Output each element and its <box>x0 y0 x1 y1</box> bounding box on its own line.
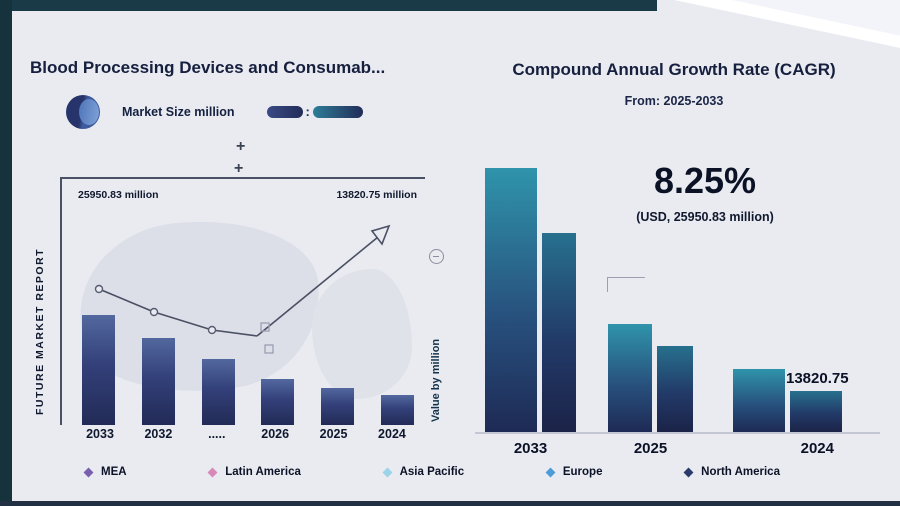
cagr-bar-2033-series-1 <box>485 168 537 432</box>
cagr-bar-2033-series-2 <box>542 233 576 432</box>
plus-decoration-icon: + <box>234 160 244 177</box>
cagr-chart <box>475 160 880 434</box>
left-bar-..... <box>201 359 235 425</box>
market-size-legend: Market Size million : <box>66 95 363 129</box>
cagr-basis-value: (USD, 25950.83 million) <box>636 210 774 224</box>
cagr-xlabel-2033: 2033 <box>513 440 548 457</box>
left-xlabel-2032: 2032 <box>144 427 173 441</box>
legend-item-asia-pacific: Asia Pacific <box>382 466 465 478</box>
legend-diamond-icon <box>207 467 218 477</box>
future-market-report-label: FUTURE MARKET REPORT <box>34 247 46 415</box>
background-blob <box>312 269 412 399</box>
left-chart-title: Blood Processing Devices and Consumab... <box>30 58 386 77</box>
left-xlabel-2025: 2025 <box>319 427 348 441</box>
cagr-period-subtitle: From: 2025-2033 <box>624 94 724 108</box>
legend-item-latin-america: Latin America <box>207 466 301 478</box>
legend-diamond-icon <box>83 467 94 477</box>
cagr-bar-2025-series-2 <box>657 346 693 432</box>
left-bar-2033 <box>82 315 115 425</box>
left-bar-2032 <box>141 338 175 425</box>
cagr-percent-value: 8.25% <box>653 160 757 201</box>
left-xlabel-.....: ..... <box>208 427 226 441</box>
region-legend: MEA Latin America Asia Pacific Europe North … <box>83 466 780 478</box>
left-bar-2025 <box>321 388 355 425</box>
legend-diamond-icon <box>382 467 393 477</box>
left-xlabel-2026: 2026 <box>261 427 290 441</box>
cagr-bar-group-2024 <box>733 369 842 432</box>
decor-colon: : <box>305 104 310 119</box>
legend-item-mea: MEA <box>83 466 127 478</box>
left-bar-2026 <box>261 379 295 425</box>
cagr-bar-group-2025 <box>608 324 693 432</box>
legend-item-europe: Europe <box>545 466 603 478</box>
left-xlabel-2024: 2024 <box>378 427 406 441</box>
end-value-annotation: 13820.75 million <box>336 189 417 201</box>
legend-label: MEA <box>101 466 127 478</box>
left-xlabel-2033: 2033 <box>86 427 114 441</box>
legend-label: North America <box>701 466 780 478</box>
value-callout-2024: 13820.75 <box>786 370 849 387</box>
market-size-x-axis: 2033 2032..... 2026 2025 2024 <box>80 427 412 441</box>
cagr-xlabel-2024: 2024 <box>800 440 834 457</box>
top-border-strip <box>12 0 657 11</box>
legend-diamond-icon <box>683 467 694 477</box>
cagr-bar-group-2033 <box>485 168 576 432</box>
minus-circle-icon <box>429 249 444 264</box>
cagr-bars <box>475 160 880 432</box>
legend-diamond-icon <box>545 467 556 477</box>
legend-item-north-america: North America <box>683 466 780 478</box>
cagr-bar-2024-series-2 <box>790 391 842 432</box>
bottom-border-strip <box>0 501 900 506</box>
step-decoration <box>607 277 645 292</box>
left-border-strip <box>0 0 12 506</box>
market-size-bars <box>82 179 414 425</box>
cagr-xlabel-2025: 2025 <box>633 440 668 457</box>
cagr-x-axis: 2033 2025 2024 <box>475 440 880 460</box>
plus-decoration-icon: + <box>236 138 246 155</box>
left-bar-2024 <box>380 395 414 425</box>
trend-arrow-line <box>94 224 391 354</box>
market-size-icon <box>66 95 100 129</box>
cagr-bar-2025-series-1 <box>608 324 652 432</box>
legend-label: Asia Pacific <box>399 466 465 478</box>
market-size-label: Market Size million <box>122 105 235 119</box>
legend-label: Europe <box>562 466 603 478</box>
start-value-annotation: 25950.83 million <box>78 189 159 201</box>
legend-label: Latin America <box>225 466 301 478</box>
sphere-highlight <box>79 99 99 125</box>
decor-pill-left <box>266 106 303 118</box>
value-by-million-axis-label: Value by million <box>430 338 442 422</box>
cagr-bar-2024-series-1 <box>733 369 785 432</box>
decor-pill-right <box>312 106 363 118</box>
market-size-chart: 25950.83 million 13820.75 million <box>60 177 425 425</box>
cagr-chart-title: Compound Annual Growth Rate (CAGR) <box>512 60 836 79</box>
